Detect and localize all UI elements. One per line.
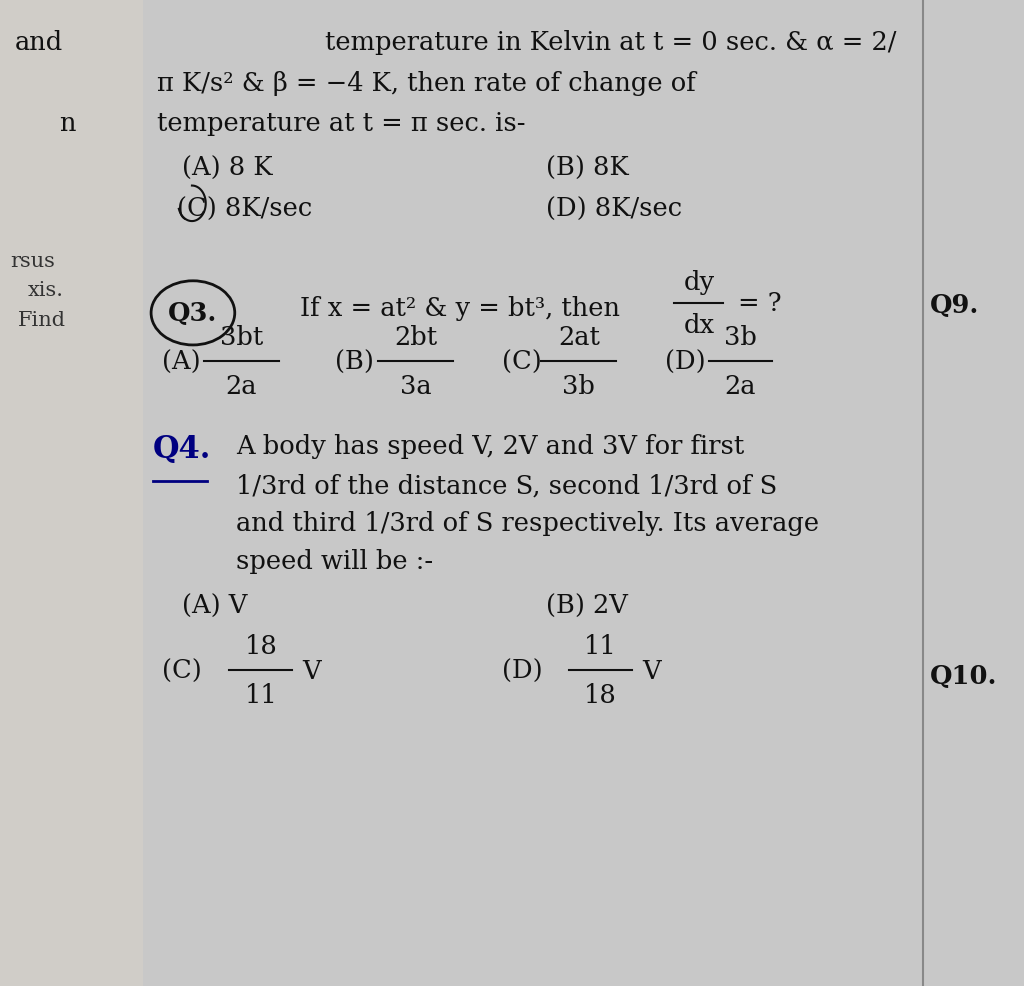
Text: If x = at² & y = bt³, then: If x = at² & y = bt³, then: [300, 296, 621, 320]
Text: (B) 2V: (B) 2V: [547, 594, 628, 618]
Text: (C): (C): [502, 349, 542, 375]
Text: 3b: 3b: [562, 374, 595, 399]
Text: 2a: 2a: [225, 374, 257, 399]
Text: V: V: [642, 658, 660, 683]
Text: 3bt: 3bt: [219, 324, 263, 350]
Text: 2bt: 2bt: [394, 324, 437, 350]
Text: (A) 8 K: (A) 8 K: [182, 156, 272, 180]
Text: 1/3rd of the distance S, second 1/3rd of S: 1/3rd of the distance S, second 1/3rd of…: [237, 473, 777, 498]
Text: Q9.: Q9.: [930, 293, 980, 318]
Text: (A) V: (A) V: [182, 594, 248, 618]
Text: (D): (D): [666, 349, 706, 375]
Text: (D) 8K/sec: (D) 8K/sec: [547, 197, 682, 222]
Text: Q3.: Q3.: [168, 301, 218, 326]
Text: and third 1/3rd of S respectively. Its average: and third 1/3rd of S respectively. Its a…: [237, 511, 819, 535]
Text: and: and: [14, 30, 63, 54]
Text: dy: dy: [683, 269, 715, 295]
Text: A body has speed V, 2V and 3V for first: A body has speed V, 2V and 3V for first: [237, 434, 744, 458]
Text: = ?: = ?: [738, 291, 782, 317]
Text: (C): (C): [163, 658, 202, 683]
Text: (B) 8K: (B) 8K: [547, 156, 629, 180]
Text: temperature in Kelvin at t = 0 sec. & α = 2/: temperature in Kelvin at t = 0 sec. & α …: [325, 30, 896, 54]
Text: (A): (A): [163, 349, 201, 375]
Text: 18: 18: [245, 633, 278, 659]
Text: 11: 11: [245, 682, 278, 708]
Text: speed will be :-: speed will be :-: [237, 548, 433, 573]
Text: Q4.: Q4.: [153, 434, 211, 464]
Text: π K/s² & β = −4 K, then rate of change of: π K/s² & β = −4 K, then rate of change o…: [158, 71, 696, 96]
Text: 11: 11: [584, 633, 616, 659]
Text: (D): (D): [502, 658, 543, 683]
Text: Find: Find: [17, 311, 66, 329]
Text: (C) 8K/sec: (C) 8K/sec: [177, 197, 312, 222]
Text: temperature at t = π sec. is-: temperature at t = π sec. is-: [158, 110, 526, 135]
Text: 2at: 2at: [558, 324, 600, 350]
Text: 18: 18: [584, 682, 616, 708]
Text: (B): (B): [335, 349, 374, 375]
Text: n: n: [59, 110, 76, 135]
Text: Q10.: Q10.: [930, 663, 997, 688]
Text: dx: dx: [683, 313, 715, 338]
Text: 3a: 3a: [399, 374, 431, 399]
Text: V: V: [302, 658, 321, 683]
Text: rsus: rsus: [10, 251, 54, 270]
Text: xis.: xis.: [28, 281, 63, 300]
Text: 3b: 3b: [724, 324, 757, 350]
Text: 2a: 2a: [724, 374, 756, 399]
FancyBboxPatch shape: [0, 0, 142, 986]
